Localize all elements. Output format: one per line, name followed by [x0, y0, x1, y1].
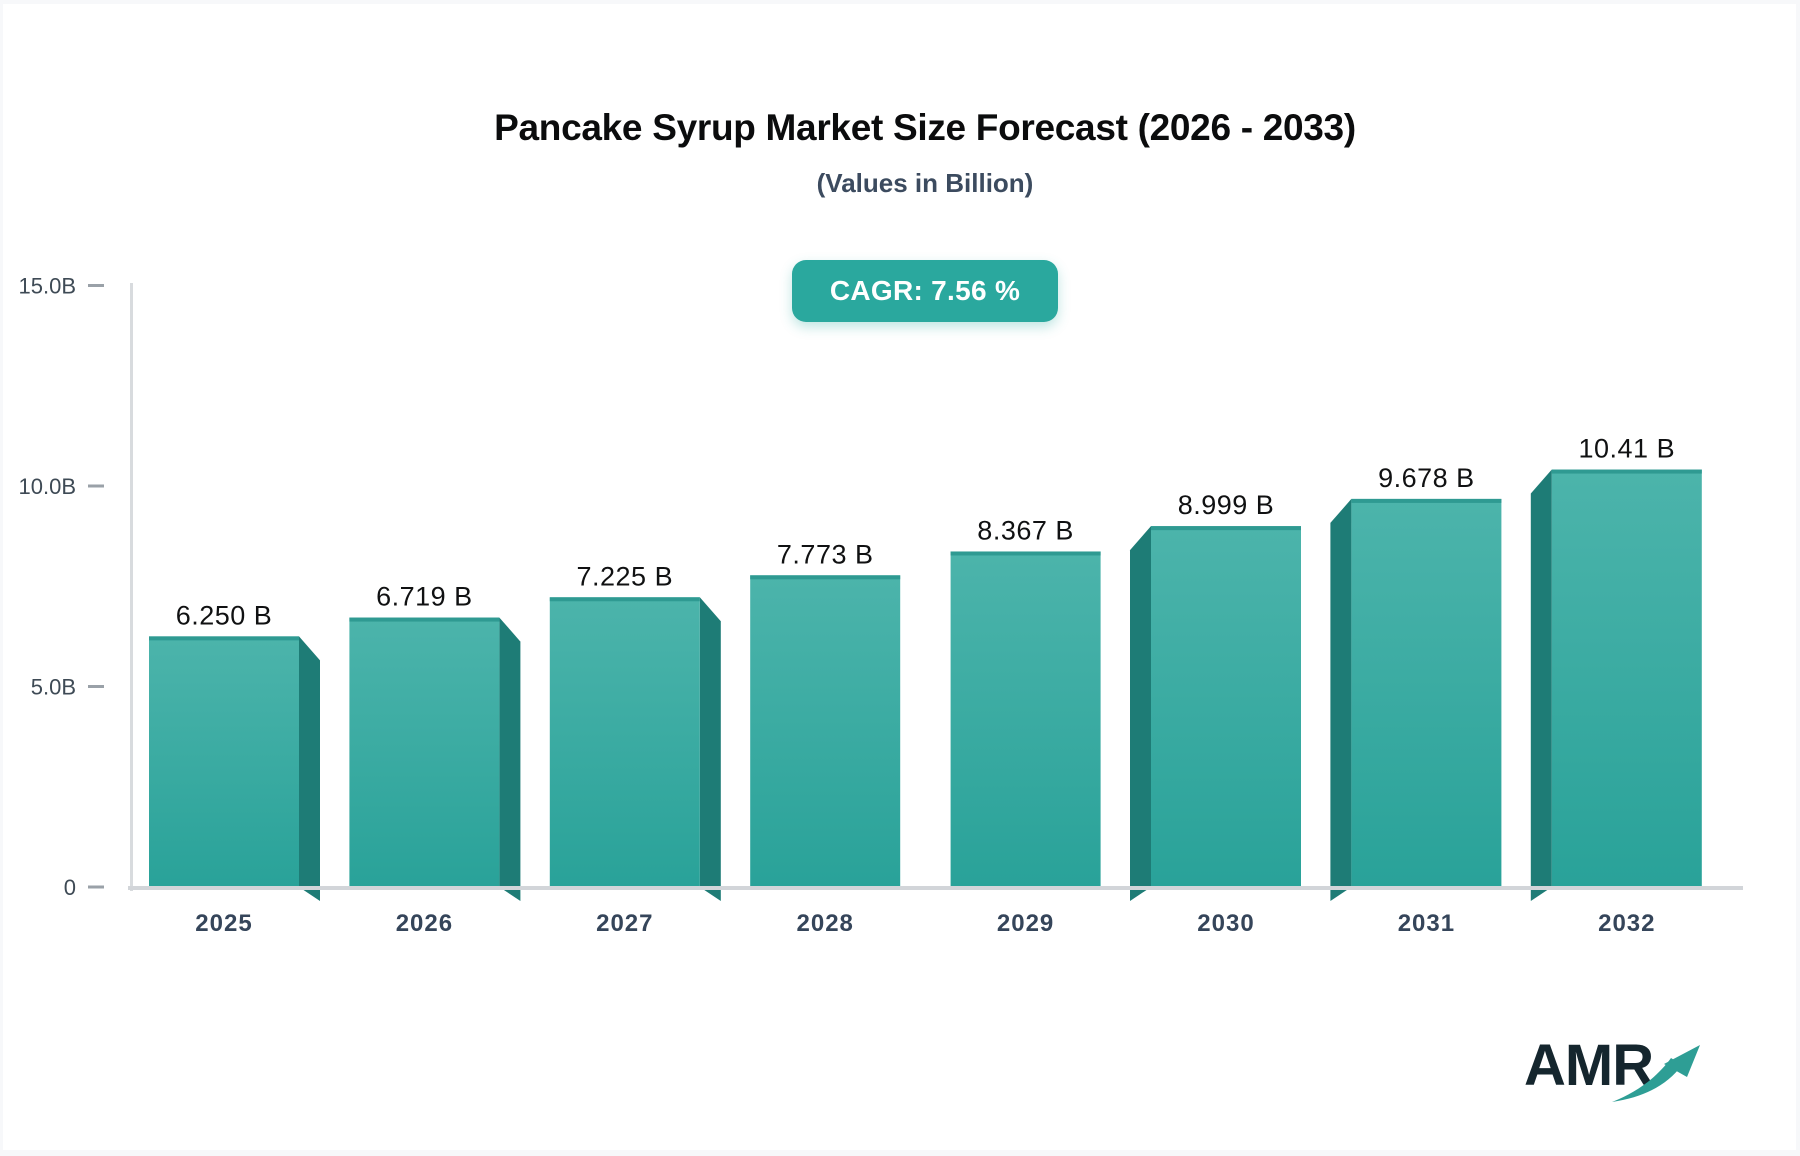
x-axis-label: 2030 — [1197, 910, 1254, 937]
bar-2025: 6.250 B 2025 — [149, 600, 320, 937]
bar-face — [950, 551, 1101, 887]
bar-face — [149, 636, 299, 887]
bar-face — [1151, 526, 1301, 887]
bar-top-edge — [750, 575, 901, 580]
bar-value-label: 6.250 B — [176, 600, 273, 630]
bar-top-edge — [1551, 469, 1702, 474]
bar-top-edge — [149, 636, 299, 641]
x-axis-label: 2029 — [997, 910, 1054, 937]
y-tick-label: 0 — [64, 875, 76, 900]
cagr-badge: CAGR: 7.56 % — [791, 260, 1059, 322]
x-axis-label: 2028 — [797, 910, 854, 937]
y-tick — [88, 685, 104, 688]
x-axis-label: 2027 — [596, 910, 653, 937]
y-tick-label: 15.0B — [19, 274, 77, 299]
bar-value-label: 8.367 B — [977, 515, 1074, 545]
bar-top-edge — [549, 597, 700, 602]
bar-face — [1351, 498, 1502, 887]
amr-logo-text: AMR — [1524, 1033, 1654, 1098]
bar-face — [549, 597, 700, 887]
amr-logo: AMR — [1524, 1032, 1734, 1116]
bar-top-edge — [349, 617, 500, 622]
bar-top-edge — [1151, 526, 1301, 531]
y-tick-label: 10.0B — [19, 474, 77, 499]
bar-side-face — [699, 597, 721, 901]
x-axis-label: 2026 — [396, 910, 453, 937]
bar-2031: 9.678 B 2031 — [1330, 463, 1502, 937]
chart-subtitle: (Values in Billion) — [816, 168, 1034, 198]
bar-value-label: 6.719 B — [376, 582, 473, 612]
y-tick — [88, 484, 104, 488]
bar-face — [1551, 469, 1702, 887]
amr-logo-arrow-icon — [1612, 1045, 1700, 1102]
bar-2028: 7.773 B 2028 — [750, 539, 901, 937]
bar-side-face — [299, 636, 320, 901]
bar-2029: 8.367 B 2029 — [950, 515, 1101, 937]
bar-value-label: 7.773 B — [777, 539, 874, 569]
bar-face — [750, 575, 901, 887]
bar-side-face — [499, 617, 521, 901]
bar-top-edge — [950, 551, 1101, 556]
y-axis-line — [130, 283, 133, 891]
bar-value-label: 10.41 B — [1579, 434, 1676, 464]
bar-top-edge — [1351, 498, 1502, 503]
x-axis-label: 2025 — [195, 910, 252, 937]
cagr-badge-row: CAGR: 7.56 % — [50, 260, 1800, 322]
x-axis-label: 2032 — [1598, 910, 1655, 937]
bar-2027: 7.225 B 2027 — [549, 561, 721, 937]
bar-side-face — [1130, 526, 1151, 901]
bar-value-label: 9.678 B — [1378, 463, 1475, 493]
bar-2026: 6.719 B 2026 — [349, 582, 521, 937]
bar-2030: 8.999 B 2030 — [1130, 490, 1301, 937]
bar-2032: 10.41 B 2032 — [1530, 434, 1702, 937]
bar-value-label: 8.999 B — [1178, 490, 1275, 520]
y-tick — [88, 284, 104, 287]
bar-side-face — [1330, 498, 1352, 901]
x-axis-label: 2031 — [1398, 910, 1455, 937]
x-axis-baseline — [128, 886, 1743, 890]
chart-title: Pancake Syrup Market Size Forecast (2026… — [494, 107, 1356, 148]
y-tick-label: 5.0B — [31, 675, 76, 700]
bar-side-face — [1530, 469, 1552, 901]
bar-value-label: 7.225 B — [577, 561, 674, 591]
y-tick — [88, 885, 104, 889]
bar-face — [349, 617, 500, 887]
